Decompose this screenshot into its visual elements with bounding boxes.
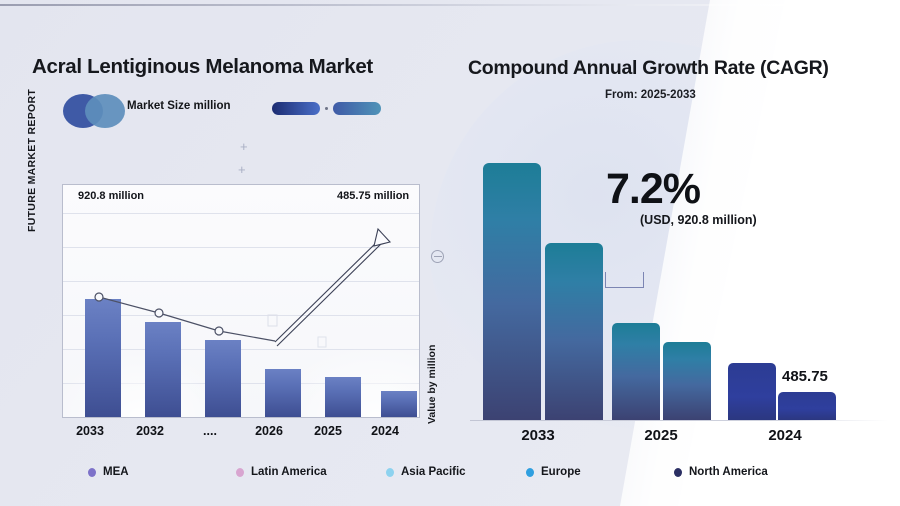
- legend-label: North America: [689, 466, 768, 478]
- x-tick-2032: 2032: [136, 424, 164, 438]
- right-chart-title: Compound Annual Growth Rate (CAGR): [468, 57, 829, 79]
- region-legend: MEA Latin America Asia Pacific Europe No…: [88, 466, 768, 478]
- left-chart-value-axis-label: Value by million: [426, 344, 438, 424]
- gridline: [63, 213, 419, 214]
- cagr-unit-label: (USD, 920.8 million): [640, 213, 757, 227]
- legend-label: Asia Pacific: [401, 466, 466, 478]
- legend-label: MEA: [103, 466, 129, 478]
- legend-item-mea[interactable]: MEA: [88, 466, 236, 478]
- right-x-tick-2024: 2024: [768, 427, 802, 444]
- pill-indicator-group: [272, 102, 381, 115]
- plus-marker-1: +: [240, 139, 248, 154]
- bar-2024: [381, 391, 417, 417]
- x-tick-2025: 2025: [314, 424, 342, 438]
- watermark-icon-2: [317, 336, 327, 348]
- bar-dots: [205, 340, 241, 417]
- legend-item-north-america[interactable]: North America: [674, 466, 768, 478]
- pill-gradient-teal-icon: [333, 102, 381, 115]
- x-tick-2033: 2033: [76, 424, 104, 438]
- watermark-icon-1: [267, 314, 278, 327]
- growth-arrow-shaft-a: [274, 237, 382, 343]
- legend-item-asia-pacific[interactable]: Asia Pacific: [386, 466, 526, 478]
- trend-marker: [154, 308, 164, 318]
- legend-dot-icon: [526, 467, 534, 477]
- right-bar-2024-b: [778, 392, 836, 420]
- left-chart-start-value: 920.8 million: [78, 190, 145, 202]
- legend-item-europe[interactable]: Europe: [526, 466, 674, 478]
- trend-marker: [214, 326, 224, 336]
- x-tick-2026: 2026: [255, 424, 283, 438]
- right-bar-2033-a: [483, 163, 541, 420]
- bar-2026: [265, 369, 301, 417]
- legend-dot-icon: [674, 467, 682, 477]
- x-tick-dots: ....: [203, 424, 217, 438]
- bar-2033: [85, 299, 121, 417]
- right-x-tick-2025: 2025: [644, 427, 678, 444]
- cagr-value: 7.2%: [606, 165, 701, 213]
- minus-circle-icon: [431, 250, 444, 263]
- right-chart-end-value: 485.75: [782, 368, 828, 385]
- left-chart-title: Acral Lentiginous Melanoma Market: [32, 55, 373, 78]
- legend-dot-icon: [236, 467, 244, 477]
- right-bar-2025-a: [612, 323, 660, 420]
- legend-dot-icon: [88, 467, 96, 477]
- x-tick-2024: 2024: [371, 424, 399, 438]
- bar-2025: [325, 377, 361, 417]
- venn-diagram-icon: [63, 94, 125, 128]
- left-chart-end-value: 485.75 million: [337, 190, 410, 202]
- right-chart-subtitle: From: 2025-2033: [605, 89, 696, 101]
- legend-label: Latin America: [251, 466, 327, 478]
- panel-top-edge: [0, 4, 900, 6]
- right-bar-2033-b: [545, 243, 603, 420]
- trend-marker: [94, 292, 104, 302]
- right-chart-baseline: [470, 420, 888, 421]
- left-bar-chart: [62, 184, 420, 418]
- growth-arrow-shaft-b: [276, 241, 384, 347]
- legend-item-latin-america[interactable]: Latin America: [236, 466, 386, 478]
- legend-label: Europe: [541, 466, 581, 478]
- venn-circle-right: [85, 94, 125, 128]
- trend-overlay: [94, 227, 392, 348]
- market-size-legend-label: Market Size million: [127, 100, 231, 112]
- plus-marker-2: +: [238, 162, 246, 177]
- right-bar-2024-a: [728, 363, 776, 420]
- bar-2032: [145, 322, 181, 417]
- callout-bracket: [605, 272, 644, 288]
- trend-line: [98, 296, 276, 342]
- right-bar-2025-b: [663, 342, 711, 420]
- left-chart-y-axis-label: FUTURE MARKET REPORT: [26, 88, 38, 232]
- pill-gradient-dark-icon: [272, 102, 320, 115]
- growth-arrow-head: [373, 227, 392, 247]
- legend-dot-icon: [386, 467, 394, 477]
- pill-separator-dot: [325, 107, 328, 110]
- right-x-tick-2033: 2033: [521, 427, 555, 444]
